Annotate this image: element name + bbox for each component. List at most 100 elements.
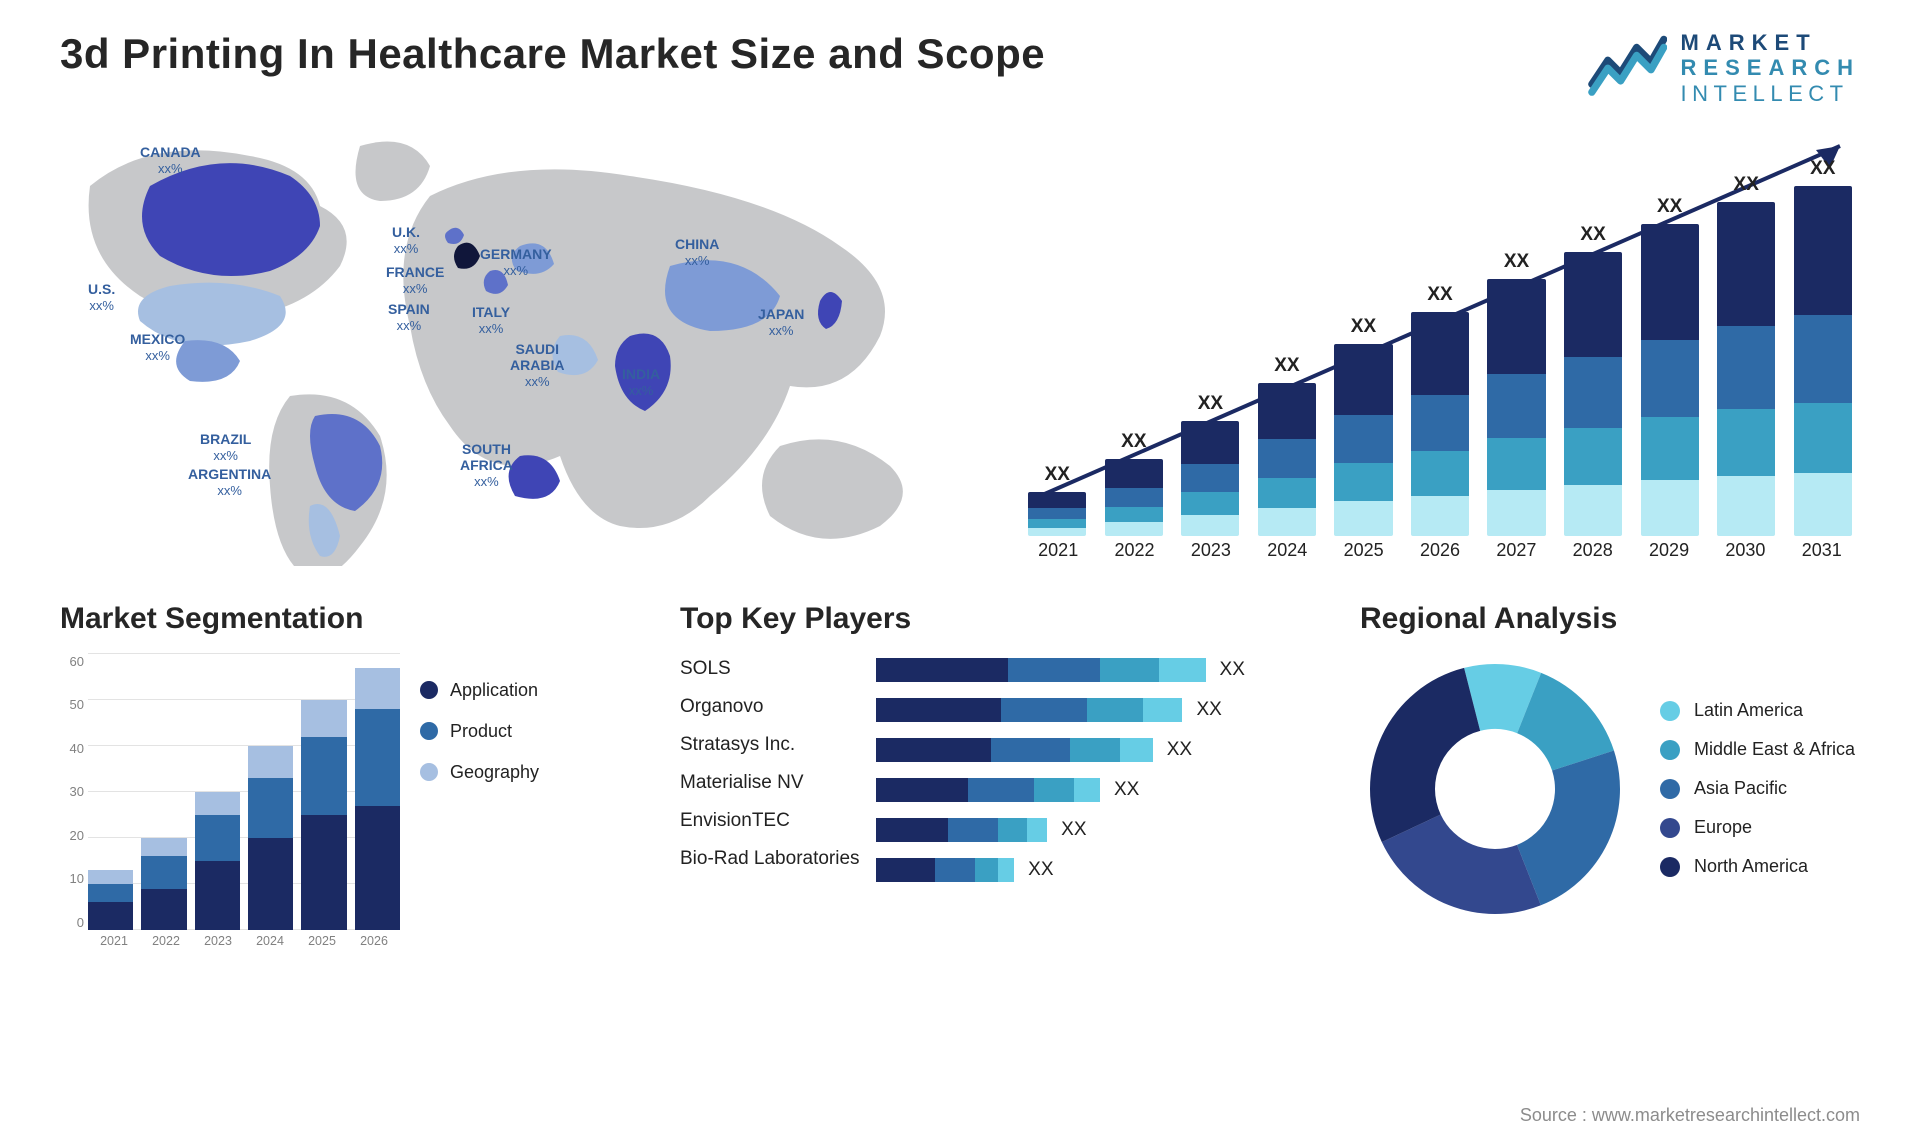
growth-bar: XX	[1250, 355, 1325, 536]
regional-legend-item: Latin America	[1660, 700, 1855, 721]
growth-bar: XX	[1479, 251, 1554, 536]
seg-bar	[195, 792, 240, 930]
regional-legend-label: North America	[1694, 856, 1808, 877]
legend-dot-icon	[420, 722, 438, 740]
growth-bar: XX	[1326, 316, 1401, 535]
key-player-name: Bio-Rad Laboratories	[680, 848, 860, 870]
legend-dot-icon	[420, 763, 438, 781]
regional-legend-label: Europe	[1694, 817, 1752, 838]
map-label: CANADAxx%	[140, 144, 201, 177]
key-player-name: Materialise NV	[680, 772, 860, 794]
map-label: BRAZILxx%	[200, 431, 251, 464]
donut-slice	[1370, 668, 1480, 842]
seg-legend-label: Product	[450, 721, 512, 742]
growth-bar: XX	[1097, 431, 1172, 536]
growth-bar-label: XX	[1274, 355, 1299, 377]
growth-xlabel: 2021	[1020, 540, 1096, 566]
legend-dot-icon	[1660, 779, 1680, 799]
segmentation-legend: Application Product Geography	[420, 654, 539, 954]
legend-dot-icon	[1660, 818, 1680, 838]
growth-bar: XX	[1403, 284, 1478, 536]
seg-x-label: 2025	[296, 934, 348, 954]
map-label: SPAINxx%	[388, 301, 430, 334]
key-player-name: Organovo	[680, 696, 860, 718]
key-player-value: XX	[1061, 819, 1086, 841]
map-label: SOUTHAFRICAxx%	[460, 441, 513, 490]
regional-title: Regional Analysis	[1360, 602, 1860, 636]
regional-legend-label: Latin America	[1694, 700, 1803, 721]
growth-bar-label: XX	[1734, 174, 1759, 196]
growth-bar-label: XX	[1427, 284, 1452, 306]
map-label: SAUDIARABIAxx%	[510, 341, 564, 390]
map-label: U.K.xx%	[392, 224, 420, 257]
growth-bar-label: XX	[1351, 316, 1376, 338]
growth-bar-label: XX	[1045, 464, 1070, 486]
seg-x-label: 2023	[192, 934, 244, 954]
regional-legend: Latin America Middle East & Africa Asia Pa…	[1660, 700, 1855, 877]
seg-legend-label: Application	[450, 680, 538, 701]
legend-dot-icon	[1660, 701, 1680, 721]
seg-y-tick: 20	[60, 828, 88, 843]
source-line: Source : www.marketresearchintellect.com	[1520, 1105, 1860, 1126]
map-label: MEXICOxx%	[130, 331, 185, 364]
growth-bar-label: XX	[1504, 251, 1529, 273]
regional-legend-label: Asia Pacific	[1694, 778, 1787, 799]
map-label: GERMANYxx%	[480, 246, 552, 279]
growth-xlabel: 2023	[1173, 540, 1249, 566]
map-label: JAPANxx%	[758, 306, 804, 339]
growth-xlabel: 2024	[1249, 540, 1325, 566]
map-label: FRANCExx%	[386, 264, 444, 297]
page-title: 3d Printing In Healthcare Market Size an…	[60, 30, 1045, 78]
seg-y-tick: 30	[60, 784, 88, 799]
seg-legend-label: Geography	[450, 762, 539, 783]
regional-legend-item: Asia Pacific	[1660, 778, 1855, 799]
brand-logo: MARKET RESEARCH INTELLECT	[1587, 30, 1860, 106]
growth-xlabel: 2031	[1784, 540, 1860, 566]
growth-bar-label: XX	[1810, 158, 1835, 180]
legend-dot-icon	[1660, 857, 1680, 877]
key-player-row: XX	[876, 738, 1320, 762]
legend-dot-icon	[1660, 740, 1680, 760]
growth-bar-label: XX	[1580, 224, 1605, 246]
growth-xlabel: 2028	[1555, 540, 1631, 566]
key-player-name: SOLS	[680, 658, 860, 680]
key-player-row: XX	[876, 658, 1320, 682]
regional-donut	[1360, 654, 1630, 924]
seg-bar	[301, 700, 346, 930]
growth-bar: XX	[1632, 196, 1707, 536]
regional-legend-label: Middle East & Africa	[1694, 739, 1855, 760]
key-player-row: XX	[876, 858, 1320, 882]
regional-legend-item: Europe	[1660, 817, 1855, 838]
growth-bar: XX	[1556, 224, 1631, 536]
map-label: INDIAxx%	[622, 366, 660, 399]
seg-y-tick: 0	[60, 915, 88, 930]
segmentation-chart: 0102030405060 202120222023202420252026	[60, 654, 400, 954]
seg-y-tick: 60	[60, 654, 88, 669]
regional-legend-item: Middle East & Africa	[1660, 739, 1855, 760]
regional-legend-item: North America	[1660, 856, 1855, 877]
growth-xlabel: 2022	[1096, 540, 1172, 566]
key-player-value: XX	[1220, 659, 1245, 681]
seg-bar	[88, 870, 133, 930]
seg-x-label: 2021	[88, 934, 140, 954]
brand-text-1: MARKET	[1681, 30, 1860, 55]
seg-x-label: 2022	[140, 934, 192, 954]
growth-bar: XX	[1785, 158, 1860, 536]
seg-bar	[141, 838, 186, 930]
key-players-chart: XXXXXXXXXXXX	[876, 654, 1320, 882]
growth-xlabel: 2027	[1478, 540, 1554, 566]
growth-bar: XX	[1173, 393, 1248, 536]
map-label: ITALYxx%	[472, 304, 510, 337]
donut-slice	[1517, 750, 1620, 905]
growth-bar: XX	[1709, 174, 1784, 536]
seg-legend-item: Application	[420, 680, 539, 701]
seg-x-label: 2026	[348, 934, 400, 954]
brand-logo-icon	[1587, 30, 1667, 105]
world-map: CANADAxx%U.S.xx%MEXICOxx%BRAZILxx%ARGENT…	[60, 126, 980, 566]
key-player-row: XX	[876, 778, 1320, 802]
key-player-name: EnvisionTEC	[680, 810, 860, 832]
seg-y-tick: 40	[60, 741, 88, 756]
segmentation-title: Market Segmentation	[60, 602, 640, 636]
seg-legend-item: Product	[420, 721, 539, 742]
key-player-value: XX	[1028, 859, 1053, 881]
